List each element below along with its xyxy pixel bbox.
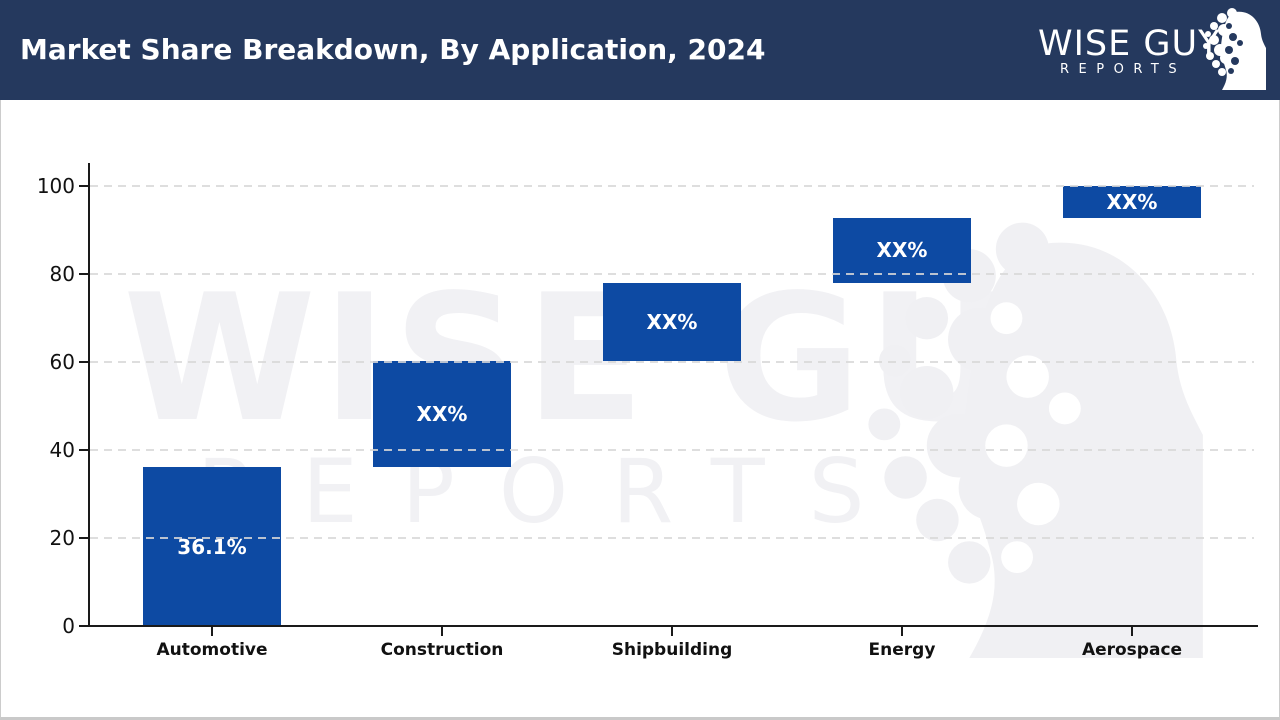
x-label-energy: Energy <box>868 640 936 660</box>
bar-shipbuilding: XX% <box>603 282 741 362</box>
x-label-automotive: Automotive <box>156 640 268 660</box>
gridline-80 <box>90 273 1254 275</box>
x-tick-construction <box>441 627 443 636</box>
x-label-shipbuilding: Shipbuilding <box>611 640 733 660</box>
brand-head-icon <box>1202 6 1266 94</box>
gridline-60 <box>90 361 1254 363</box>
y-tick-label-0: 0 <box>62 614 75 638</box>
x-label-construction: Construction <box>380 640 504 660</box>
y-tick-0 <box>79 625 88 627</box>
bar-label-energy: XX% <box>876 238 928 263</box>
y-tick-80 <box>79 273 88 275</box>
y-tick-label-80: 80 <box>49 262 75 286</box>
y-tick-label-100: 100 <box>36 174 75 198</box>
bar-label-shipbuilding: XX% <box>646 309 698 334</box>
x-tick-energy <box>901 627 903 636</box>
header-band: Market Share Breakdown, By Application, … <box>0 0 1280 100</box>
page-title: Market Share Breakdown, By Application, … <box>20 33 766 66</box>
gridline-40 <box>90 449 1254 451</box>
y-tick-60 <box>79 361 88 363</box>
x-axis-line <box>88 625 1258 627</box>
chart-area: WISE GUY REPORTS <box>0 100 1280 720</box>
watermark-subtext: REPORTS <box>197 440 909 543</box>
x-label-aerospace: Aerospace <box>1081 640 1183 660</box>
y-tick-20 <box>79 537 88 539</box>
brand-logo-subtext: REPORTS <box>1060 62 1187 77</box>
bar-energy: XX% <box>833 217 971 283</box>
y-tick-label-60: 60 <box>49 350 75 374</box>
y-tick-100 <box>79 185 88 187</box>
bar-aerospace: XX% <box>1063 186 1201 218</box>
x-tick-automotive <box>211 627 213 636</box>
bar-construction: XX% <box>373 361 511 468</box>
bar-label-automotive: 36.1% <box>177 534 247 559</box>
x-tick-shipbuilding <box>671 627 673 636</box>
x-tick-aerospace <box>1131 627 1133 636</box>
gridline-20 <box>90 537 1254 539</box>
y-tick-label-20: 20 <box>49 526 75 550</box>
bar-label-aerospace: XX% <box>1106 189 1158 214</box>
gridline-100 <box>90 185 1254 187</box>
y-axis-line <box>88 163 90 627</box>
brand-logo-wordmark: WISE GUY <box>1038 24 1221 64</box>
y-tick-label-40: 40 <box>49 438 75 462</box>
bar-automotive: 36.1% <box>143 467 281 626</box>
y-tick-40 <box>79 449 88 451</box>
bar-label-construction: XX% <box>416 402 468 427</box>
